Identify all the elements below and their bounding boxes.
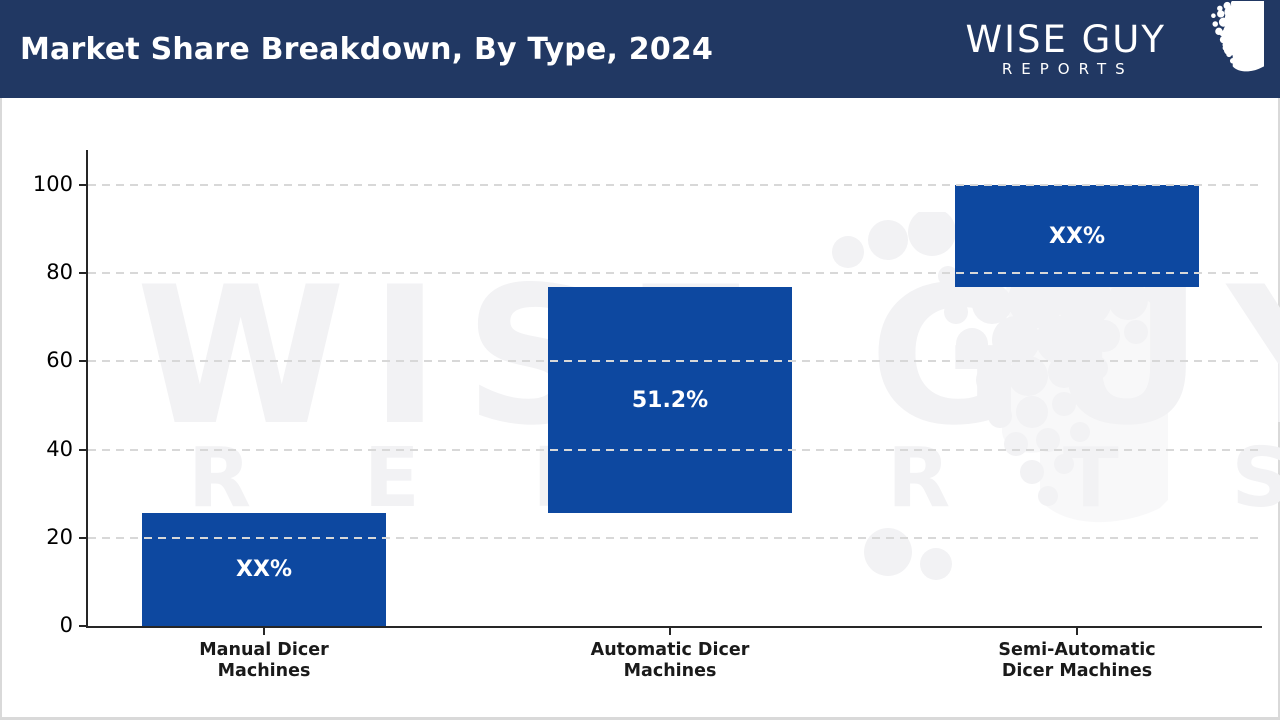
dotted-face-icon <box>1170 0 1266 97</box>
bar-value-label: XX% <box>1049 223 1105 249</box>
logo-wordmark: WISE GUY <box>965 18 1166 61</box>
y-tick-mark <box>79 184 88 186</box>
y-axis-line <box>86 150 88 628</box>
header: Market Share Breakdown, By Type, 2024 WI… <box>0 0 1280 98</box>
x-category-label: Semi-Automatic Dicer Machines <box>998 640 1156 682</box>
y-tick-label: 80 <box>46 260 73 285</box>
x-tick-mark <box>263 626 265 635</box>
x-tick-mark <box>1076 626 1078 635</box>
y-tick-mark <box>79 536 88 539</box>
bar-value-label: XX% <box>236 557 292 583</box>
x-tick-mark <box>669 626 671 635</box>
y-tick-label: 60 <box>46 348 73 373</box>
gridline-y100 <box>88 184 1262 186</box>
y-tick-mark <box>79 360 88 363</box>
gridline-y20 <box>88 536 1262 539</box>
wiseguy-logo: WISE GUY REPORTS <box>966 0 1266 97</box>
logo-subtitle: REPORTS <box>1001 60 1134 78</box>
y-tick-label: 100 <box>32 172 73 196</box>
y-tick-label: 20 <box>46 524 73 549</box>
y-tick-mark <box>79 272 88 275</box>
chart-title: Market Share Breakdown, By Type, 2024 <box>20 31 714 67</box>
y-tick-label: 0 <box>59 613 73 637</box>
gridline-y60 <box>88 360 1262 363</box>
bar-1: XX% <box>142 513 386 626</box>
bar-2: 51.2% <box>548 287 792 514</box>
bar-value-label: 51.2% <box>631 387 709 413</box>
x-category-label: Manual Dicer Machines <box>199 640 329 682</box>
gridline-y80 <box>88 272 1262 275</box>
x-axis-line <box>86 626 1262 628</box>
y-tick-label: 40 <box>46 436 73 461</box>
gridline-y40 <box>88 448 1262 451</box>
wiseguy-logo-text: WISE GUY REPORTS <box>966 21 1166 77</box>
bar-3: XX% <box>955 185 1199 288</box>
x-category-label: Automatic Dicer Machines <box>590 640 750 682</box>
y-tick-mark <box>79 448 88 451</box>
y-tick-mark <box>79 625 88 627</box>
